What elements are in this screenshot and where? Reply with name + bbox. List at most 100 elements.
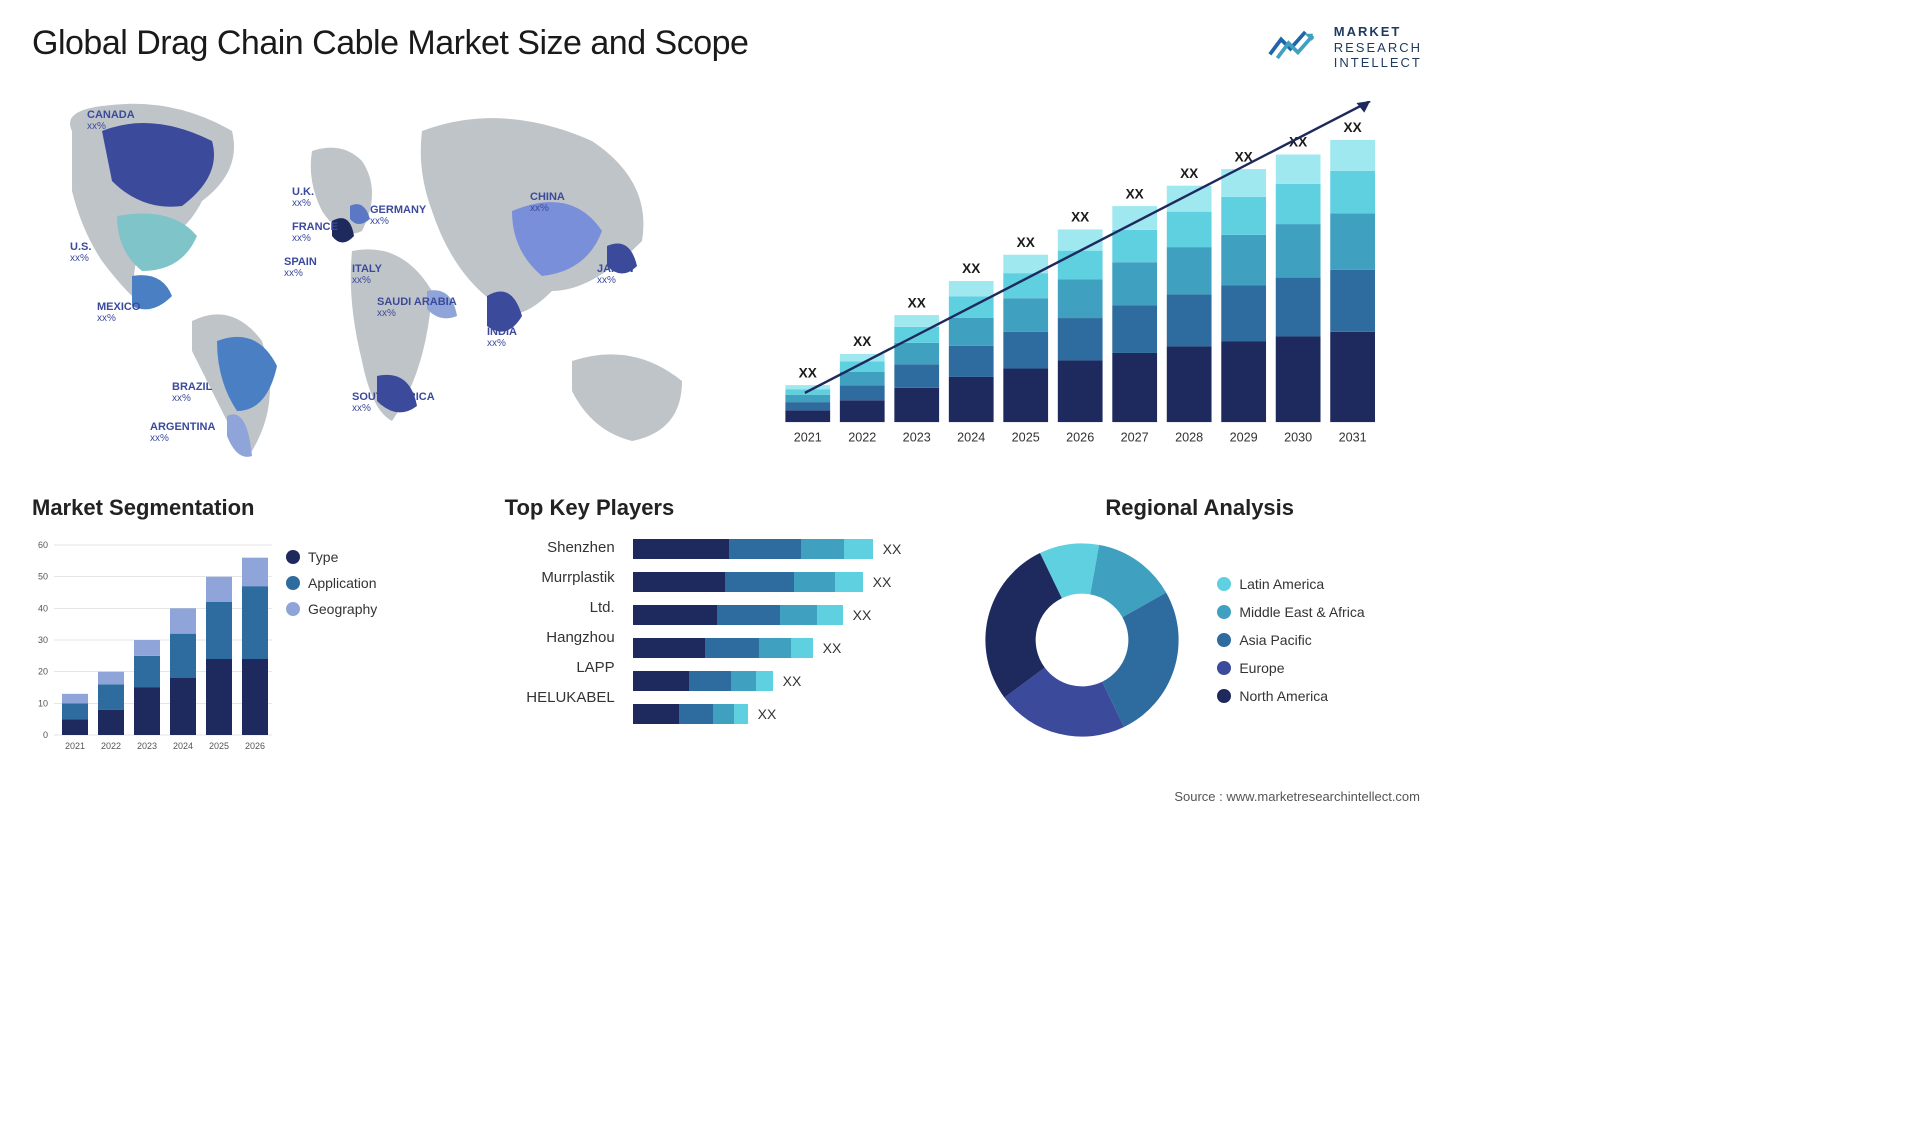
trend-bar-seg [785,395,830,402]
seg-ytick: 50 [38,571,48,581]
player-bar-row: XX [633,638,950,658]
country-label-france: FRANCExx% [292,221,338,244]
seg-ytick: 20 [38,666,48,676]
seg-bar-seg [134,656,160,688]
trend-bar-seg [949,346,994,377]
seg-bar-seg [170,678,196,735]
trend-bar-seg [1221,285,1266,341]
seg-bar-seg [98,709,124,734]
player-bar-seg [633,671,689,691]
header: Global Drag Chain Cable Market Size and … [32,24,1422,71]
player-bar-seg [633,605,717,625]
country-label-germany: GERMANYxx% [370,204,426,227]
trend-year-label: 2023 [903,430,931,444]
regional-title: Regional Analysis [977,495,1422,521]
trend-bar-seg [1276,336,1321,422]
segmentation-title: Market Segmentation [32,495,477,521]
trend-year-label: 2026 [1066,430,1094,444]
upper-row: CANADAxx%U.S.xx%MEXICOxx%BRAZILxx%ARGENT… [32,91,1422,471]
trend-bar-seg [1112,230,1157,262]
country-label-argentina: ARGENTINAxx% [150,421,215,444]
player-bar-row: XX [633,671,950,691]
trend-bar-seg [1112,353,1157,422]
regional-legend-item: Asia Pacific [1217,632,1364,648]
trend-bar-seg [949,317,994,345]
trend-bar-seg [840,385,885,400]
legend-label: Geography [308,601,377,617]
player-bar-seg [633,638,705,658]
trend-bar-seg [949,377,994,422]
trend-bar-seg [1003,298,1048,331]
legend-label: Middle East & Africa [1239,604,1364,620]
legend-label: Application [308,575,377,591]
player-bar-seg [713,704,734,724]
seg-bar-seg [134,687,160,735]
trend-year-label: 2029 [1230,430,1258,444]
player-bar-seg [835,572,863,592]
seg-bar-seg [62,719,88,735]
player-bar-row: XX [633,572,950,592]
trend-bar-seg [1221,197,1266,235]
legend-dot-icon [1217,689,1231,703]
segmentation-legend: Type Application Geography [286,535,377,617]
trend-bar-seg [1167,247,1212,294]
regional-legend: Latin AmericaMiddle East & AfricaAsia Pa… [1217,576,1364,704]
trend-svg: XX2021XX2022XX2023XX2024XX2025XX2026XX20… [752,101,1422,461]
legend-dot-icon [1217,605,1231,619]
trend-bar-seg [894,364,939,388]
country-label-uk: U.K.xx% [292,186,314,209]
seg-bar-seg [170,608,196,633]
player-name: Murrplastik [505,569,615,586]
trend-bar-value: XX [962,261,980,276]
country-label-japan: JAPANxx% [597,263,633,286]
seg-legend-item: Geography [286,601,377,617]
trend-bar-value: XX [799,365,817,380]
country-label-spain: SPAINxx% [284,256,317,279]
player-bar-seg [717,605,780,625]
trend-bar-seg [1276,184,1321,224]
trend-bar-seg [1221,235,1266,286]
trend-year-label: 2028 [1175,430,1203,444]
trend-bar-value: XX [1017,235,1035,250]
trend-year-label: 2025 [1012,430,1040,444]
country-label-saudiarabia: SAUDI ARABIAxx% [377,296,457,319]
trend-bar-seg [1112,305,1157,353]
player-bar-seg [633,539,729,559]
seg-ytick: 40 [38,603,48,613]
seg-legend-item: Type [286,549,377,565]
trend-bar-seg [1003,331,1048,368]
player-bar-seg [844,539,873,559]
player-value: XX [758,706,777,722]
regional-legend-item: North America [1217,688,1364,704]
legend-label: Asia Pacific [1239,632,1311,648]
trend-bar-seg [1167,346,1212,422]
seg-bar-seg [206,659,232,735]
country-label-southafrica: SOUTH AFRICAxx% [352,391,435,414]
seg-bar-seg [242,557,268,586]
trend-bar-seg [1330,171,1375,213]
seg-bar-seg [98,671,124,684]
trend-bar-seg [1330,213,1375,269]
trend-bar-seg [840,400,885,422]
players-title: Top Key Players [505,495,950,521]
logo-line2: RESEARCH [1334,40,1422,55]
player-bar-seg [794,572,835,592]
country-label-brazil: BRAZILxx% [172,381,212,404]
legend-dot-icon [1217,633,1231,647]
player-bar-seg [705,638,759,658]
trend-bar-seg [1167,294,1212,346]
segmentation-svg: 0102030405060 202120222023202420252026 [32,535,272,755]
trend-bar-seg [1276,277,1321,336]
player-bar-row: XX [633,539,950,559]
trend-bar-seg [894,343,939,364]
trend-bar-value: XX [853,334,871,349]
player-bar-seg [734,704,748,724]
player-bar-seg [817,605,842,625]
legend-label: Europe [1239,660,1284,676]
legend-dot-icon [286,576,300,590]
country-label-us: U.S.xx% [70,241,91,264]
player-name: Shenzhen [505,539,615,556]
trend-bar-seg [785,402,830,410]
trend-bar-seg [1330,140,1375,171]
trend-bar-seg [840,371,885,385]
